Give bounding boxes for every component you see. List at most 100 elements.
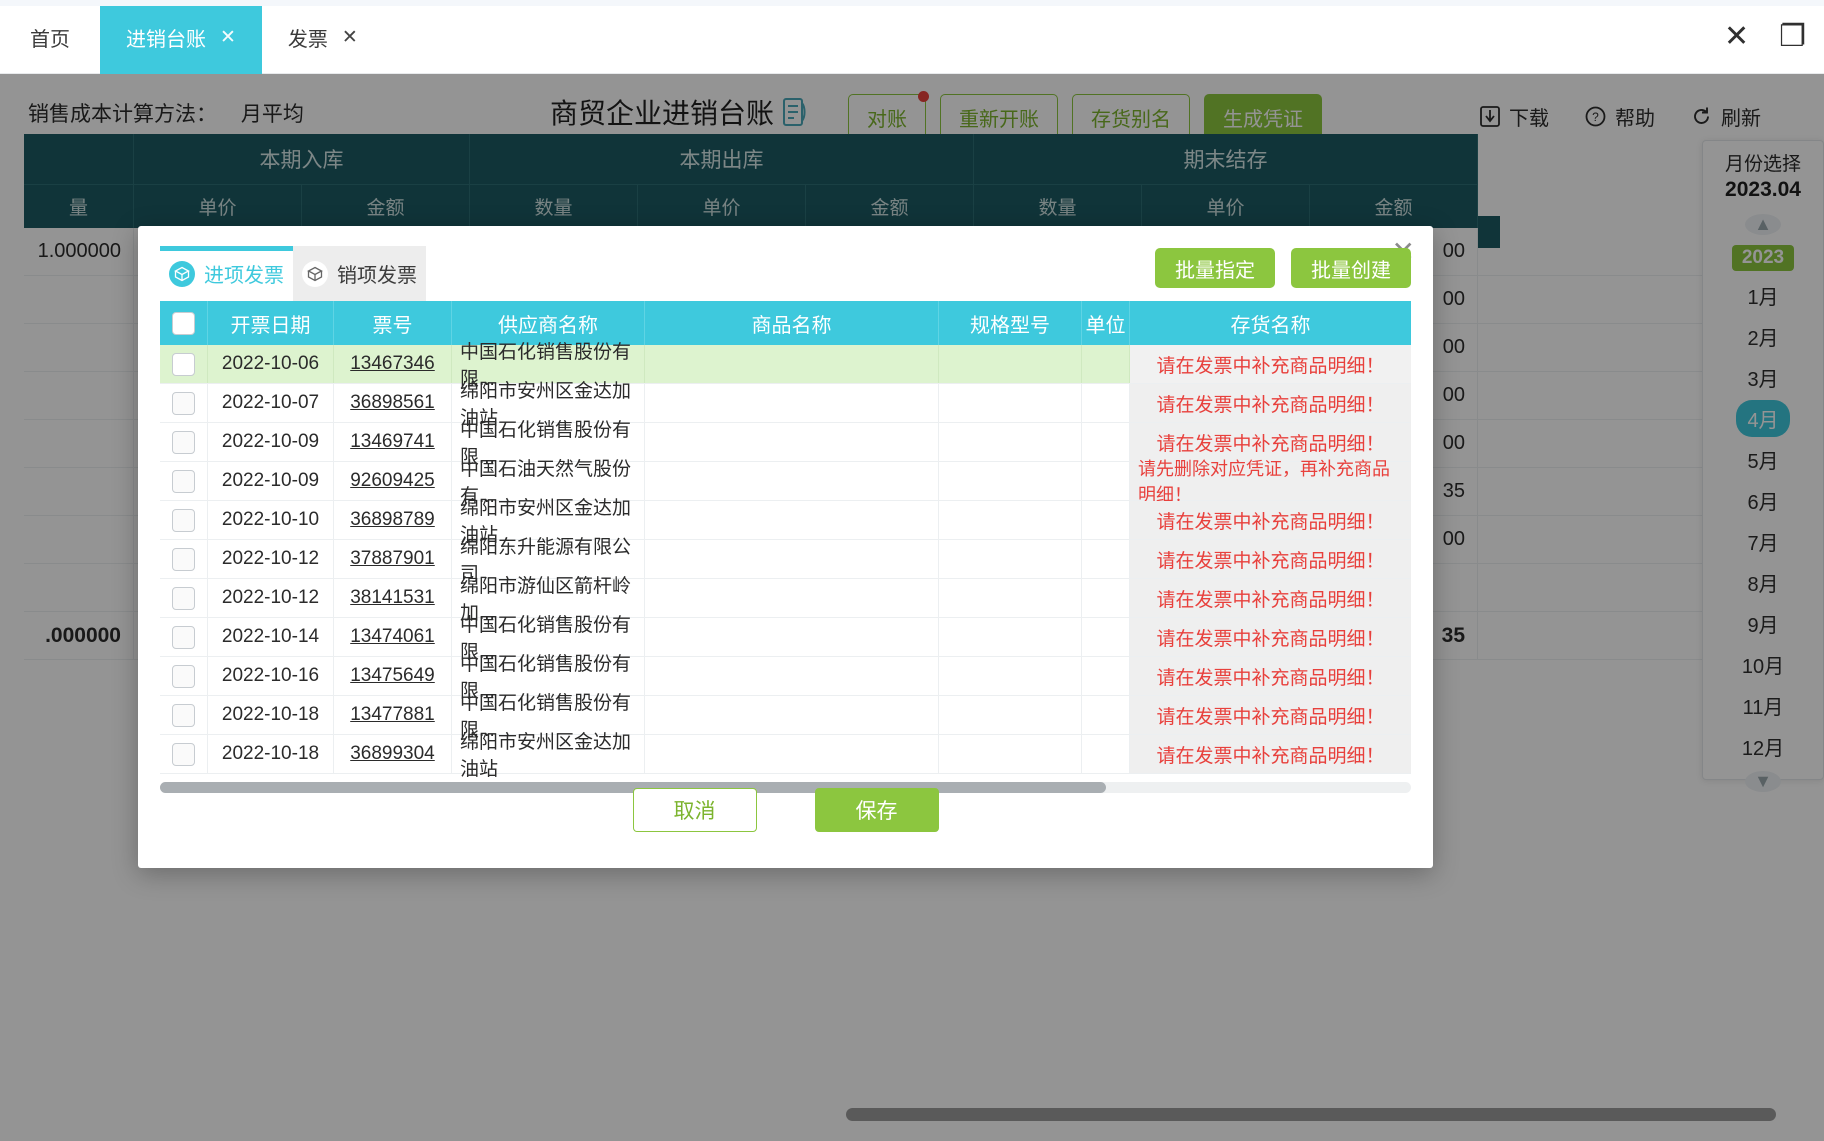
- month-item-1[interactable]: 1月: [1747, 287, 1779, 309]
- month-item-5[interactable]: 5月: [1747, 451, 1779, 473]
- month-item-8[interactable]: 8月: [1747, 574, 1779, 596]
- table-row[interactable]: 2022-10-07 36898561 绵阳市安州区金达加油站 请在发票中补充商…: [160, 381, 1411, 429]
- ticket-link[interactable]: 13477881: [350, 704, 435, 725]
- row-checkbox[interactable]: [172, 586, 195, 610]
- row-checkbox[interactable]: [172, 430, 195, 454]
- table-row[interactable]: 2022-10-06 13467346 中国石化销售股份有限... 请在发票中补…: [160, 342, 1411, 390]
- refresh-button[interactable]: 刷新: [1691, 102, 1761, 131]
- table-row[interactable]: 2022-10-18 13477881 中国石化销售股份有限... 请在发票中补…: [160, 693, 1411, 741]
- cell-inventory-note: 请在发票中补充商品明细！: [1130, 345, 1411, 383]
- cell-ticket-no[interactable]: 36899304: [334, 735, 452, 773]
- cell-ticket-no[interactable]: 13467346: [334, 345, 452, 383]
- cell-amount: 00: [1310, 324, 1478, 371]
- row-checkbox[interactable]: [172, 625, 195, 649]
- window-close-icon[interactable]: ✕: [1723, 20, 1750, 53]
- table-row[interactable]: 2022-10-14 13474061 中国石化销售股份有限... 请在发票中补…: [160, 615, 1411, 663]
- cell-ticket-no[interactable]: 13474061: [334, 618, 452, 656]
- table-row[interactable]: 2022-10-09 13469741 中国石化销售股份有限... 请在发票中补…: [160, 420, 1411, 468]
- cell-inventory-note: 请在发票中补充商品明细！: [1130, 735, 1411, 773]
- month-item-3[interactable]: 3月: [1747, 369, 1779, 391]
- month-item-2[interactable]: 2月: [1747, 328, 1779, 350]
- cell-ticket-no[interactable]: 38141531: [334, 579, 452, 617]
- scrollbar-thumb[interactable]: [160, 782, 1106, 793]
- batch-assign-button[interactable]: 批量指定: [1155, 248, 1275, 288]
- row-select[interactable]: [160, 384, 208, 422]
- row-checkbox[interactable]: [172, 547, 195, 571]
- ticket-link[interactable]: 13475649: [350, 665, 435, 686]
- row-checkbox[interactable]: [172, 469, 195, 493]
- tab-output-invoice[interactable]: 销项发票: [293, 246, 426, 301]
- ticket-link[interactable]: 13469741: [350, 431, 435, 452]
- generate-voucher-button[interactable]: 生成凭证: [1204, 94, 1322, 140]
- row-select[interactable]: [160, 540, 208, 578]
- ticket-link[interactable]: 36898561: [350, 392, 435, 413]
- month-item-10[interactable]: 10月: [1741, 656, 1785, 678]
- row-select[interactable]: [160, 696, 208, 734]
- browser-tab-strip: 首页 进销台账 ✕ 发票 ✕ ✕ ❐: [0, 0, 1824, 74]
- chevron-down-icon[interactable]: ▼: [1745, 771, 1781, 792]
- cell-invoice-date: 2022-10-12: [208, 540, 334, 578]
- browser-tab-ledger[interactable]: 进销台账 ✕: [100, 0, 262, 74]
- month-item-6[interactable]: 6月: [1747, 492, 1779, 514]
- document-icon[interactable]: [782, 97, 808, 127]
- ticket-link[interactable]: 13467346: [350, 353, 435, 374]
- help-button[interactable]: ? 帮助: [1585, 102, 1655, 131]
- month-item-9[interactable]: 9月: [1747, 615, 1779, 637]
- browser-tab-home[interactable]: 首页: [0, 0, 100, 74]
- row-checkbox[interactable]: [172, 664, 195, 688]
- cell-ticket-no[interactable]: 36898561: [334, 384, 452, 422]
- save-button[interactable]: 保存: [814, 788, 939, 832]
- ticket-link[interactable]: 36898789: [350, 509, 435, 530]
- row-select[interactable]: [160, 735, 208, 773]
- chevron-up-icon[interactable]: ▲: [1745, 214, 1781, 235]
- window-restore-icon[interactable]: ❐: [1779, 20, 1806, 53]
- row-checkbox[interactable]: [172, 703, 195, 727]
- ticket-link[interactable]: 38141531: [350, 587, 435, 608]
- ticket-link[interactable]: 36899304: [350, 743, 435, 764]
- batch-create-button[interactable]: 批量创建: [1291, 248, 1411, 288]
- cell-ticket-no[interactable]: 36898789: [334, 501, 452, 539]
- invoice-table-scrollbar[interactable]: [160, 782, 1411, 793]
- browser-tab-invoice[interactable]: 发票 ✕: [262, 0, 384, 74]
- ticket-link[interactable]: 92609425: [350, 470, 435, 491]
- row-select[interactable]: [160, 345, 208, 383]
- close-icon[interactable]: ✕: [341, 26, 358, 48]
- cell-ticket-no[interactable]: 13477881: [334, 696, 452, 734]
- close-icon[interactable]: ✕: [220, 26, 236, 48]
- tab-input-invoice[interactable]: 进项发票: [160, 246, 293, 301]
- month-item-4[interactable]: 4月: [1736, 400, 1790, 437]
- cell-ticket-no[interactable]: 92609425: [334, 462, 452, 500]
- cell-quantity: [24, 516, 134, 563]
- row-checkbox[interactable]: [172, 742, 195, 766]
- row-select[interactable]: [160, 579, 208, 617]
- cancel-button[interactable]: 取消: [632, 788, 757, 832]
- row-select[interactable]: [160, 618, 208, 656]
- row-checkbox[interactable]: [172, 391, 195, 415]
- row-select[interactable]: [160, 501, 208, 539]
- month-item-7[interactable]: 7月: [1747, 533, 1779, 555]
- row-checkbox[interactable]: [172, 352, 195, 376]
- cell-unit: [1082, 345, 1130, 383]
- row-checkbox[interactable]: [172, 508, 195, 532]
- page-horizontal-scrollbar[interactable]: [846, 1108, 1776, 1121]
- grid-expander-icon[interactable]: chevron-right-icon: [1478, 216, 1500, 248]
- row-select[interactable]: [160, 462, 208, 500]
- cell-ticket-no[interactable]: 13475649: [334, 657, 452, 695]
- ticket-link[interactable]: 37887901: [350, 548, 435, 569]
- download-button[interactable]: 下载: [1480, 102, 1549, 131]
- row-select[interactable]: [160, 423, 208, 461]
- row-select[interactable]: [160, 657, 208, 695]
- table-row[interactable]: 2022-10-09 92609425 中国石油天然气股份有... 请先删除对应…: [160, 459, 1411, 507]
- table-row[interactable]: 2022-10-12 37887901 绵阳东升能源有限公司 请在发票中补充商品…: [160, 537, 1411, 585]
- month-item-11[interactable]: 11月: [1742, 697, 1784, 719]
- select-all-checkbox[interactable]: [172, 311, 195, 335]
- select-all-header[interactable]: [160, 301, 208, 345]
- month-item-12[interactable]: 12月: [1741, 738, 1785, 760]
- table-row[interactable]: 2022-10-10 36898789 绵阳市安州区金达加油站 请在发票中补充商…: [160, 498, 1411, 546]
- table-row[interactable]: 2022-10-12 38141531 绵阳市游仙区箭杆岭加... 请在发票中补…: [160, 576, 1411, 624]
- cell-ticket-no[interactable]: 37887901: [334, 540, 452, 578]
- cell-ticket-no[interactable]: 13469741: [334, 423, 452, 461]
- ticket-link[interactable]: 13474061: [350, 626, 435, 647]
- table-row[interactable]: 2022-10-16 13475649 中国石化销售股份有限... 请在发票中补…: [160, 654, 1411, 702]
- table-row[interactable]: 2022-10-18 36899304 绵阳市安州区金达加油站 请在发票中补充商…: [160, 732, 1411, 780]
